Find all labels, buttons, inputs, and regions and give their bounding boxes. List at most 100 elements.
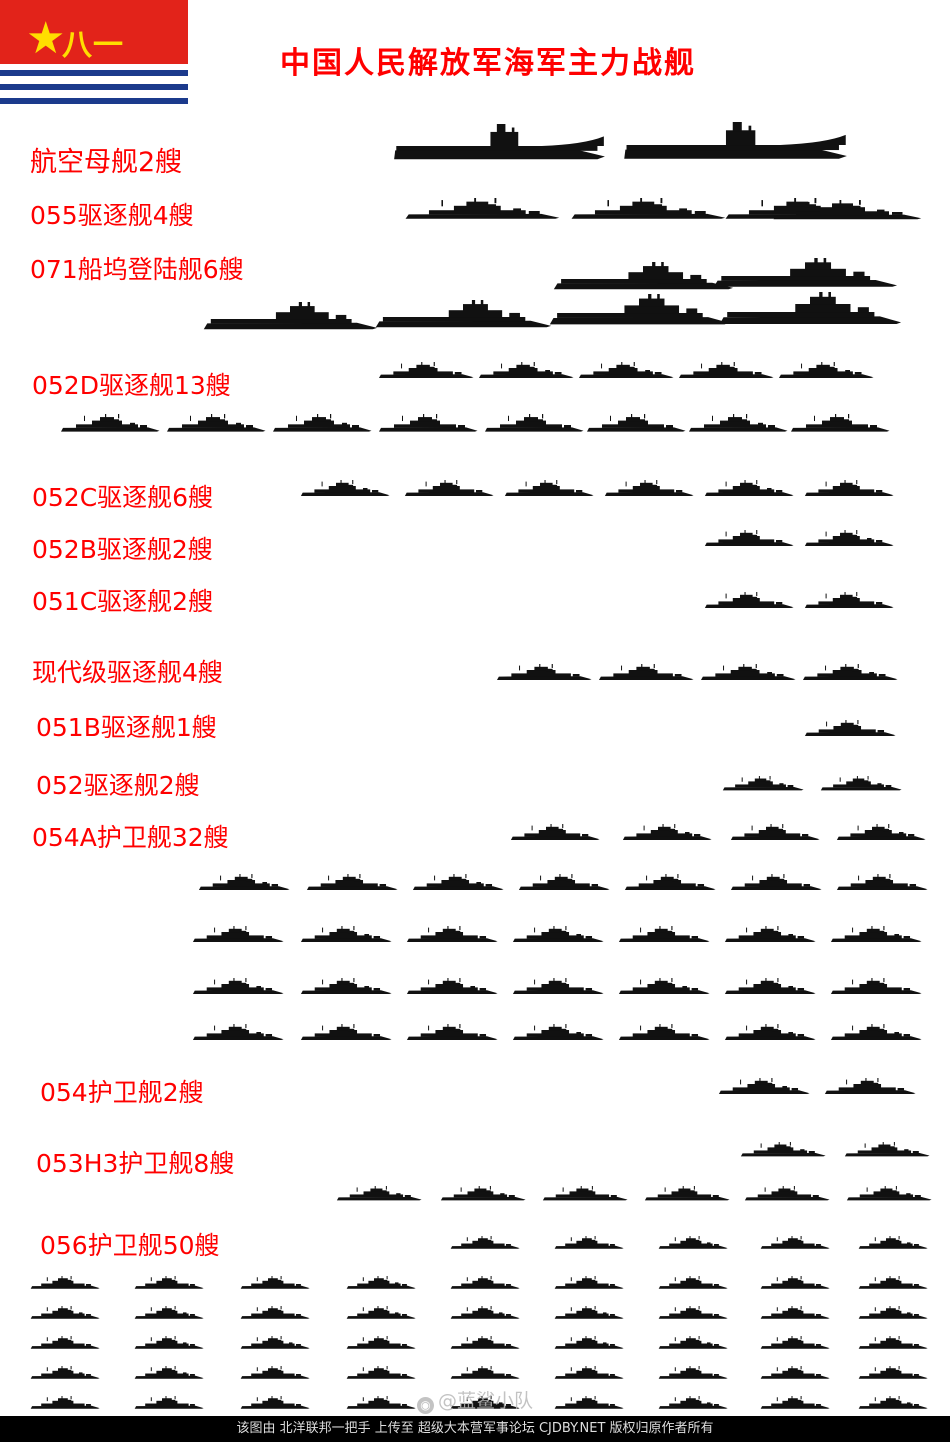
ship-silhouette — [504, 480, 594, 500]
label-055: 055驱逐舰4艘 — [30, 201, 194, 230]
label-052: 052驱逐舰2艘 — [36, 771, 200, 800]
ship-silhouette — [166, 414, 266, 436]
ship-silhouette — [374, 300, 552, 334]
ship-silhouette — [198, 874, 290, 894]
ship-silhouette — [240, 1306, 310, 1322]
ship-silhouette — [700, 664, 796, 684]
ship-silhouette — [858, 1396, 928, 1412]
ship-silhouette — [346, 1306, 416, 1322]
ship-silhouette — [134, 1306, 204, 1322]
ship-silhouette — [300, 1024, 392, 1044]
ship-silhouette — [760, 1306, 830, 1322]
ship-silhouette — [624, 874, 716, 894]
ship-silhouette — [804, 720, 896, 740]
ship-silhouette — [552, 262, 734, 296]
ship-silhouette — [60, 414, 160, 436]
label-052b: 052B驱逐舰2艘 — [32, 535, 213, 564]
label-071: 071船坞登陆舰6艘 — [30, 255, 244, 284]
ship-silhouette — [570, 198, 726, 224]
label-054a: 054A护卫舰32艘 — [32, 823, 229, 852]
label-053h3: 053H3护卫舰8艘 — [36, 1149, 235, 1178]
footer-credit: 该图由 北洋联邦一把手 上传至 超级大本营军事论坛 CJDBY.NET 版权归原… — [0, 1416, 950, 1442]
ship-silhouette — [846, 1186, 932, 1204]
ship-silhouette — [306, 874, 398, 894]
ship-silhouette — [618, 978, 710, 998]
ship-silhouette — [820, 776, 902, 794]
ship-silhouette — [740, 1142, 826, 1160]
ship-silhouette — [554, 1276, 624, 1292]
ship-silhouette — [622, 122, 848, 168]
ship-silhouette — [830, 978, 922, 998]
ship-silhouette — [300, 926, 392, 946]
ship-silhouette — [658, 1366, 728, 1382]
ship-silhouette — [496, 664, 592, 684]
ship-silhouette — [724, 926, 816, 946]
label-051b: 051B驱逐舰1艘 — [36, 713, 217, 742]
ship-silhouette — [802, 664, 898, 684]
ship-silhouette — [518, 874, 610, 894]
ship-silhouette — [858, 1336, 928, 1352]
ship-silhouette — [744, 1186, 830, 1204]
stripe-2 — [0, 84, 188, 90]
pla-navy-ensign: ★ 八一 — [0, 0, 188, 112]
ship-silhouette — [858, 1306, 928, 1322]
weibo-eye-icon: ◉ — [416, 1397, 434, 1414]
label-056: 056护卫舰50艘 — [40, 1231, 220, 1260]
ship-silhouette — [272, 414, 372, 436]
ship-silhouette — [412, 874, 504, 894]
ship-silhouette — [450, 1366, 520, 1382]
ship-silhouette — [618, 926, 710, 946]
ship-silhouette — [858, 1276, 928, 1292]
ship-silhouette — [858, 1236, 928, 1252]
ship-silhouette — [30, 1306, 100, 1322]
ship-silhouette — [478, 362, 574, 382]
ship-silhouette — [450, 1396, 520, 1412]
ship-silhouette — [202, 302, 378, 336]
ship-silhouette — [760, 1276, 830, 1292]
ship-silhouette — [300, 978, 392, 998]
ship-silhouette — [804, 592, 894, 612]
stripe-3 — [0, 98, 188, 104]
ship-silhouette — [858, 1366, 928, 1382]
ship-silhouette — [644, 1186, 730, 1204]
ship-silhouette — [192, 926, 284, 946]
ship-silhouette — [718, 292, 902, 332]
ensign-stripes — [0, 64, 188, 112]
ship-silhouette — [598, 664, 694, 684]
ship-silhouette — [404, 480, 494, 500]
ship-silhouette — [240, 1366, 310, 1382]
ship-silhouette — [406, 1024, 498, 1044]
ship-silhouette — [192, 1024, 284, 1044]
ship-silhouette — [378, 362, 474, 382]
stripe-1 — [0, 70, 188, 76]
ship-silhouette — [392, 124, 606, 168]
ship-silhouette — [134, 1396, 204, 1412]
ship-silhouette — [300, 480, 390, 500]
ship-silhouette — [346, 1276, 416, 1292]
ship-silhouette — [240, 1396, 310, 1412]
ship-silhouette — [512, 1024, 604, 1044]
ship-silhouette — [346, 1366, 416, 1382]
label-051c: 051C驱逐舰2艘 — [32, 587, 214, 616]
ship-silhouette — [134, 1336, 204, 1352]
ship-silhouette — [830, 1024, 922, 1044]
ship-silhouette — [134, 1276, 204, 1292]
ship-silhouette — [760, 1396, 830, 1412]
ship-silhouette — [554, 1396, 624, 1412]
ship-silhouette — [658, 1396, 728, 1412]
ship-silhouette — [772, 200, 922, 224]
ship-silhouette — [484, 414, 584, 436]
ship-silhouette — [622, 824, 712, 844]
ship-silhouette — [346, 1396, 416, 1412]
ship-silhouette — [658, 1336, 728, 1352]
ship-silhouette — [722, 776, 804, 794]
ship-silhouette — [406, 978, 498, 998]
ship-silhouette — [134, 1366, 204, 1382]
ship-silhouette — [724, 978, 816, 998]
ship-silhouette — [450, 1306, 520, 1322]
watermark: ◉ @蓝鲨小队 — [416, 1386, 533, 1414]
ship-silhouette — [778, 362, 874, 382]
ship-silhouette — [240, 1336, 310, 1352]
ship-silhouette — [512, 978, 604, 998]
ship-silhouette — [844, 1142, 930, 1160]
